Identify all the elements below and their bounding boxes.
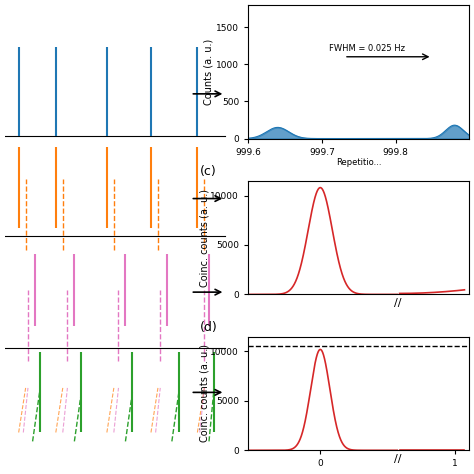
Text: //: // <box>394 454 402 464</box>
X-axis label: Repetitio...: Repetitio... <box>336 158 382 167</box>
Y-axis label: Coinc. counts (a. u.): Coinc. counts (a. u.) <box>199 189 209 287</box>
Text: (c): (c) <box>200 165 216 178</box>
Text: (d): (d) <box>200 321 217 334</box>
Y-axis label: Coinc. counts (a. u.): Coinc. counts (a. u.) <box>199 345 209 442</box>
Text: FWHM = 0.025 Hz: FWHM = 0.025 Hz <box>329 44 405 53</box>
Y-axis label: Counts (a. u.): Counts (a. u.) <box>203 38 213 105</box>
Text: //: // <box>394 298 402 308</box>
